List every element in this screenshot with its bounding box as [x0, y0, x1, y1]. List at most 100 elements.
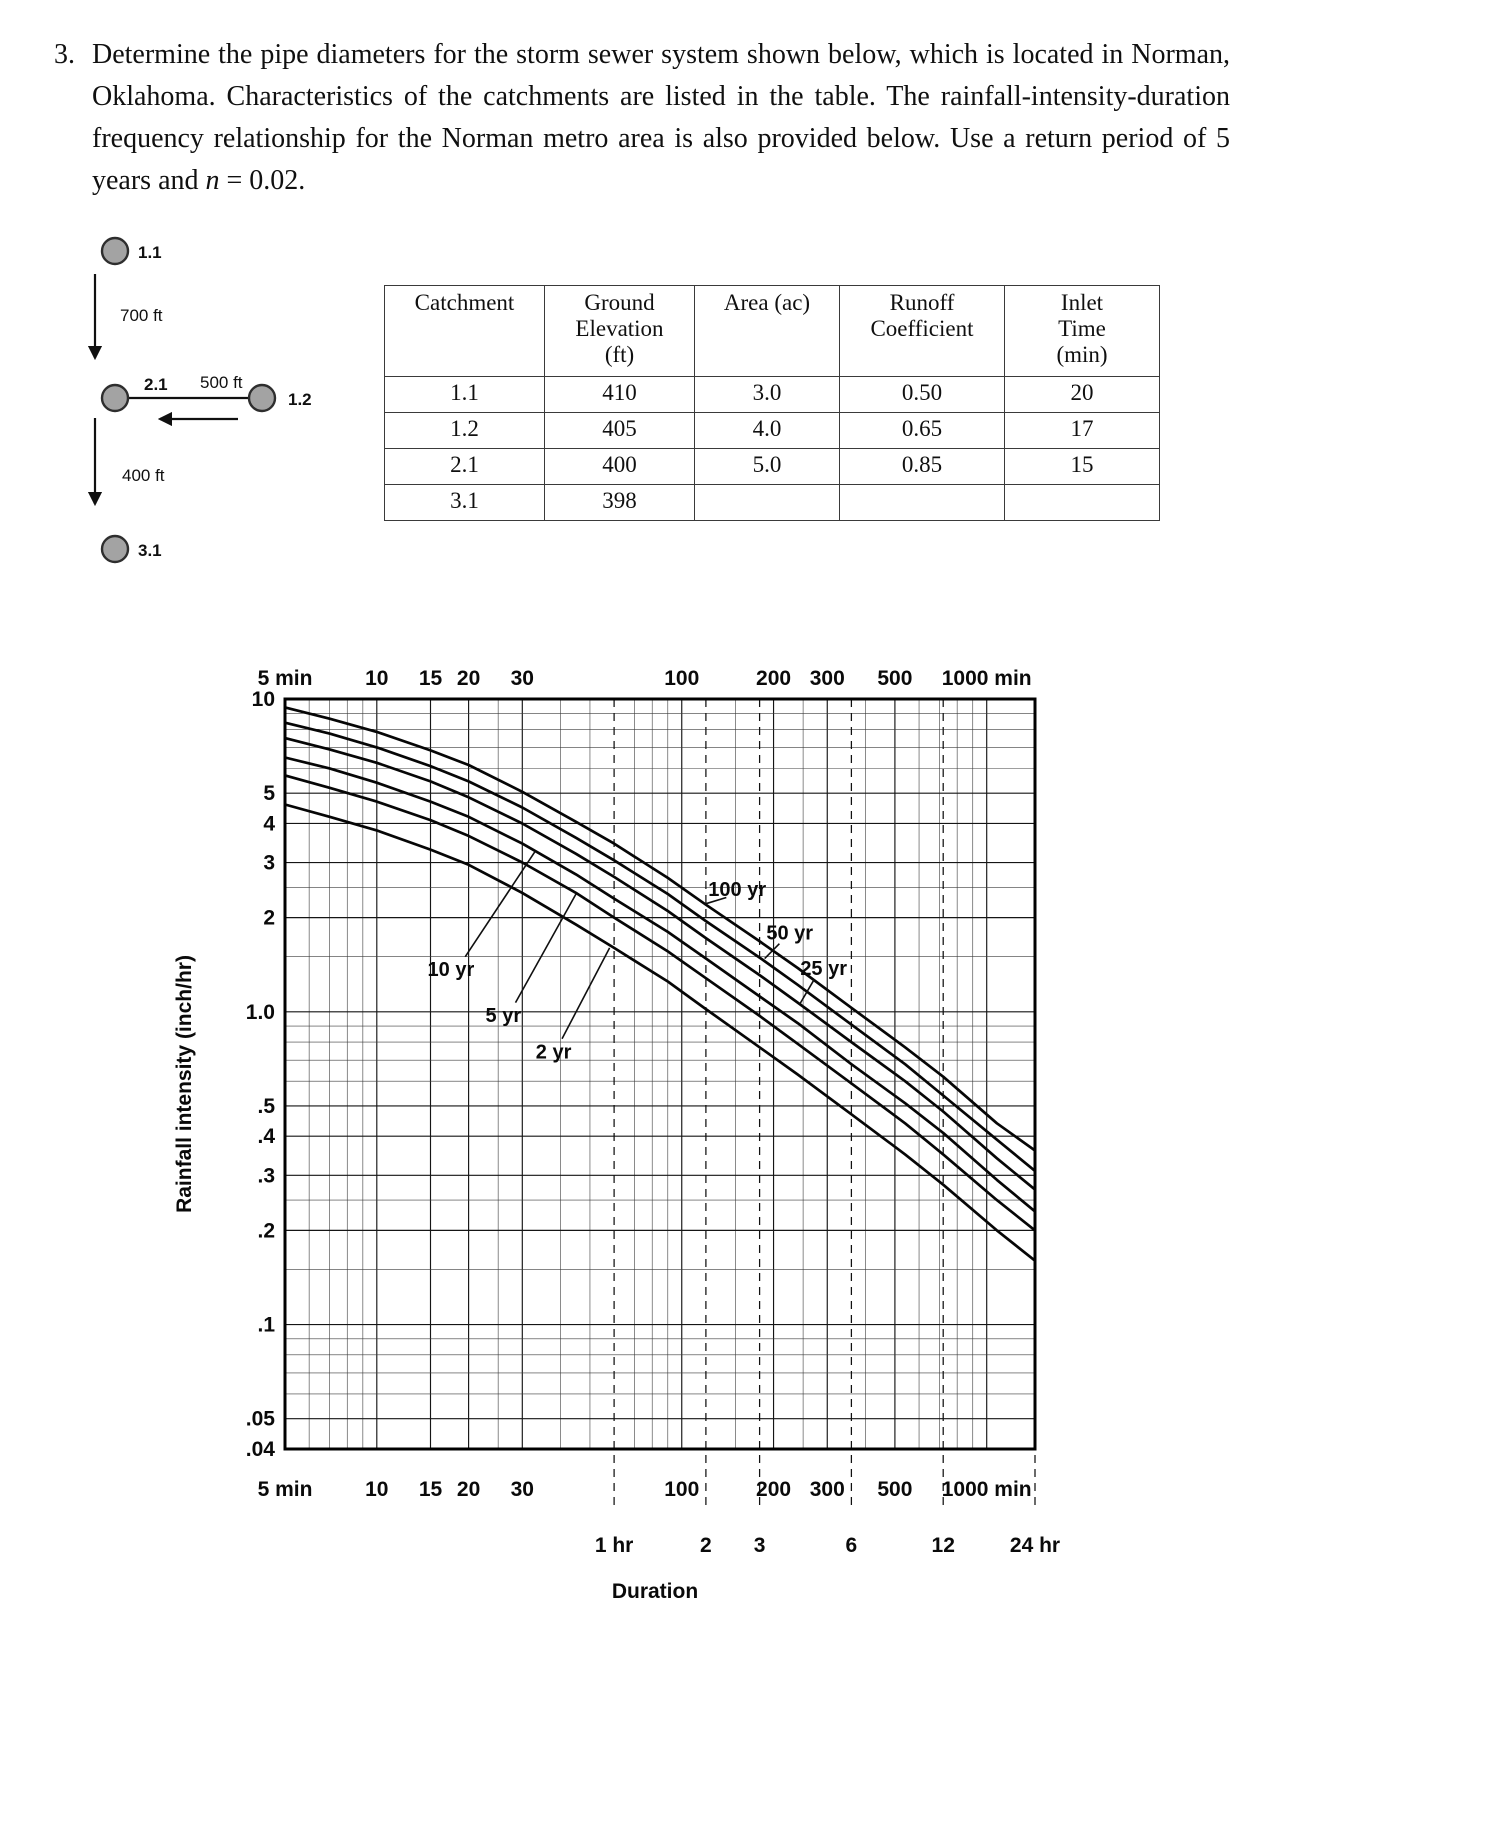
- x-axis-bottom-tick-label: 200: [756, 1478, 791, 1501]
- curve-label: 10 yr: [428, 959, 475, 981]
- y-axis-tick-label: .4: [257, 1125, 275, 1148]
- cell-area: 3.0: [694, 376, 840, 413]
- idf-curve-2-yr: [283, 803, 1037, 1263]
- chart-ylabel: Rainfall intensity (inch/hr): [173, 955, 196, 1213]
- x-axis-top-tick-label: 30: [511, 667, 534, 690]
- cell-elevation: 400: [544, 448, 695, 485]
- table-row: 3.1 398: [384, 484, 1160, 521]
- curve-label: 5 yr: [486, 1005, 522, 1027]
- table-row: 1.2 405 4.0 0.65 17: [384, 412, 1160, 449]
- x-axis-bottom-tick-label: 500: [877, 1478, 912, 1501]
- cell-inlet-time: 20: [1004, 376, 1160, 413]
- hour-tick-label: 12: [932, 1534, 955, 1557]
- table-row: 2.1 400 5.0 0.85 15: [384, 448, 1160, 485]
- node-2-1-label: 2.1: [144, 375, 168, 394]
- problem-number: 3.: [54, 39, 75, 70]
- cell-inlet-time: 15: [1004, 448, 1160, 485]
- curve-label: 100 yr: [708, 879, 766, 901]
- x-axis-top-tick-label: 5 min: [258, 667, 313, 690]
- x-axis-bottom-tick-label: 1000 min: [942, 1478, 1032, 1501]
- idf-chart-svg: Rainfall intensity (inch/hr) Duration 5 …: [173, 667, 1060, 1603]
- x-axis-bottom-tick-label: 5 min: [258, 1478, 313, 1501]
- idf-curve-10-yr: [283, 756, 1037, 1213]
- pipe-400-label: 400 ft: [122, 466, 165, 485]
- y-axis-tick-label: .2: [257, 1219, 275, 1242]
- cell-inlet-time: [1004, 484, 1160, 521]
- node-2-1: [100, 383, 130, 413]
- curve-label: 50 yr: [766, 922, 813, 944]
- curve-label: 2 yr: [536, 1042, 572, 1064]
- idf-chart: Rainfall intensity (inch/hr) Duration 5 …: [165, 654, 1506, 1611]
- cell-inlet-time: 17: [1004, 412, 1160, 449]
- curve-label-leader: [514, 893, 577, 1003]
- x-axis-top-tick-label: 300: [810, 667, 845, 690]
- hour-tick-label: 2: [700, 1534, 712, 1557]
- y-axis-tick-label: 2: [263, 907, 275, 930]
- y-axis-tick-label: .3: [257, 1164, 275, 1187]
- x-axis-top-tick-label: 500: [877, 667, 912, 690]
- cell-elevation: 405: [544, 412, 695, 449]
- x-axis-top-tick-label: 15: [419, 667, 443, 690]
- x-axis-bottom-tick-label: 20: [457, 1478, 480, 1501]
- x-axis-bottom-tick-label: 30: [511, 1478, 534, 1501]
- chart-xlabel: Duration: [612, 1580, 698, 1603]
- idf-curve-25-yr: [283, 736, 1037, 1191]
- cell-elevation: 398: [544, 484, 695, 521]
- cell-catchment: 1.1: [384, 376, 545, 413]
- x-axis-top-tick-label: 100: [664, 667, 699, 690]
- hour-tick-label: 1 hr: [595, 1534, 634, 1557]
- pipe-700-label: 700 ft: [120, 306, 163, 325]
- cell-runoff: 0.50: [839, 376, 1005, 413]
- idf-curve-5-yr: [283, 774, 1037, 1232]
- hour-tick-label: 3: [754, 1534, 766, 1557]
- cell-area: [694, 484, 840, 521]
- curve-label-leader: [464, 851, 536, 958]
- y-axis-tick-label: .05: [246, 1408, 276, 1431]
- y-axis-tick-label: 4: [263, 812, 275, 835]
- y-axis-tick-label: .5: [257, 1095, 275, 1118]
- cell-area: 4.0: [694, 412, 840, 449]
- node-3-1: [100, 534, 130, 564]
- table-row: 1.1 410 3.0 0.50 20: [384, 376, 1160, 413]
- idf-curve-50-yr: [283, 721, 1037, 1173]
- x-axis-bottom-tick-label: 10: [365, 1478, 388, 1501]
- cell-runoff: [839, 484, 1005, 521]
- node-1-2-label: 1.2: [288, 390, 312, 409]
- cell-catchment: 2.1: [384, 448, 545, 485]
- math-variable-n: n: [205, 165, 220, 196]
- x-axis-bottom-tick-label: 300: [810, 1478, 845, 1501]
- col-header-catchment: Catchment: [384, 285, 545, 377]
- node-1-1: [100, 236, 130, 266]
- node-3-1-label: 3.1: [138, 541, 162, 560]
- cell-catchment: 1.2: [384, 412, 545, 449]
- curve-label-leader: [561, 947, 611, 1040]
- col-header-ground-elevation: Ground Elevation (ft): [544, 285, 695, 377]
- node-1-2: [247, 383, 277, 413]
- y-axis-tick-label: 10: [252, 688, 275, 711]
- curve-label-leader: [799, 978, 815, 1005]
- x-axis-bottom-tick-label: 100: [664, 1478, 699, 1501]
- hour-tick-label: 6: [846, 1534, 858, 1557]
- y-axis-tick-label: .1: [257, 1314, 275, 1337]
- problem-statement: 3. Determine the pipe diameters for the …: [0, 0, 1506, 202]
- pipe-500-label: 500 ft: [200, 373, 243, 392]
- cell-catchment: 3.1: [384, 484, 545, 521]
- y-axis-tick-label: 1.0: [246, 1001, 275, 1024]
- cell-elevation: 410: [544, 376, 695, 413]
- problem-text: Determine the pipe diameters for the sto…: [92, 34, 1230, 202]
- cell-area: 5.0: [694, 448, 840, 485]
- table-header-row: Catchment Ground Elevation (ft) Area (ac) …: [384, 285, 1160, 377]
- middle-row: 1.1 700 ft 2.1 500 ft 1.2 400 ft 3.1 Cat…: [80, 228, 1506, 576]
- curve-label-leader: [704, 896, 727, 905]
- problem-text-equation: = 0.02.: [219, 165, 306, 196]
- problem-text-body: Determine the pipe diameters for the sto…: [92, 39, 1230, 196]
- x-axis-top-tick-label: 20: [457, 667, 480, 690]
- x-axis-top-tick-label: 10: [365, 667, 388, 690]
- idf-curve-100-yr: [283, 706, 1037, 1152]
- x-axis-top-tick-label: 1000 min: [942, 667, 1032, 690]
- cell-runoff: 0.65: [839, 412, 1005, 449]
- x-axis-bottom-tick-label: 15: [419, 1478, 443, 1501]
- y-axis-tick-label: 3: [263, 852, 275, 875]
- curve-label: 25 yr: [800, 958, 847, 980]
